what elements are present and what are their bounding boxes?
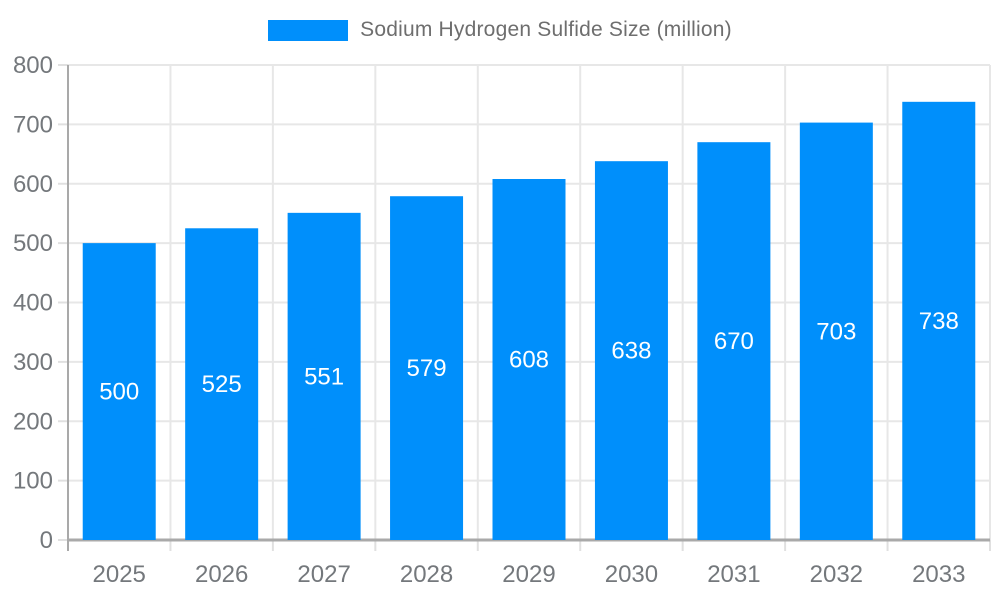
bar-2025[interactable] [82,243,156,540]
x-axis-tick-label: 2031 [707,561,760,588]
y-axis-tick-label: 700 [13,111,53,138]
x-axis-tick-label: 2029 [502,561,555,588]
y-axis-tick-label: 600 [13,171,53,198]
legend-label: Sodium Hydrogen Sulfide Size (million) [360,18,732,41]
legend-swatch-icon [268,19,349,41]
x-axis-tick-label: 2033 [912,561,965,588]
bar-value-label: 738 [919,308,959,335]
y-axis-tick-label: 400 [13,290,53,317]
bar-2031[interactable] [697,142,771,540]
bar-2028[interactable] [390,196,464,540]
x-axis-tick-label: 2027 [297,561,350,588]
bar-value-label: 500 [99,379,139,406]
bar-value-label: 638 [611,338,651,365]
bar-2029[interactable] [492,179,566,540]
bar-2026[interactable] [185,228,259,540]
bar-value-label: 703 [816,318,856,345]
y-axis-tick-label: 0 [40,527,53,554]
bar-value-label: 608 [509,347,549,374]
bar-value-label: 670 [714,328,754,355]
y-axis-tick-label: 800 [13,52,53,79]
x-axis-tick-label: 2032 [810,561,863,588]
x-axis-tick-label: 2026 [195,561,248,588]
bar-2033[interactable] [902,101,976,540]
bar-value-label: 579 [407,355,447,382]
y-axis-tick-label: 100 [13,468,53,495]
x-axis-tick-label: 2030 [605,561,658,588]
bar-2032[interactable] [799,122,873,540]
bar-2027[interactable] [287,212,361,540]
legend-item[interactable]: Sodium Hydrogen Sulfide Size (million) [0,18,1000,42]
y-axis-tick-label: 500 [13,230,53,257]
x-axis-tick-label: 2028 [400,561,453,588]
y-axis-tick-label: 200 [13,408,53,435]
bar-value-label: 551 [304,363,344,390]
x-axis-tick-label: 2025 [93,561,146,588]
bar-2030[interactable] [594,161,668,540]
bar-value-label: 525 [202,371,242,398]
y-axis-tick-label: 300 [13,349,53,376]
